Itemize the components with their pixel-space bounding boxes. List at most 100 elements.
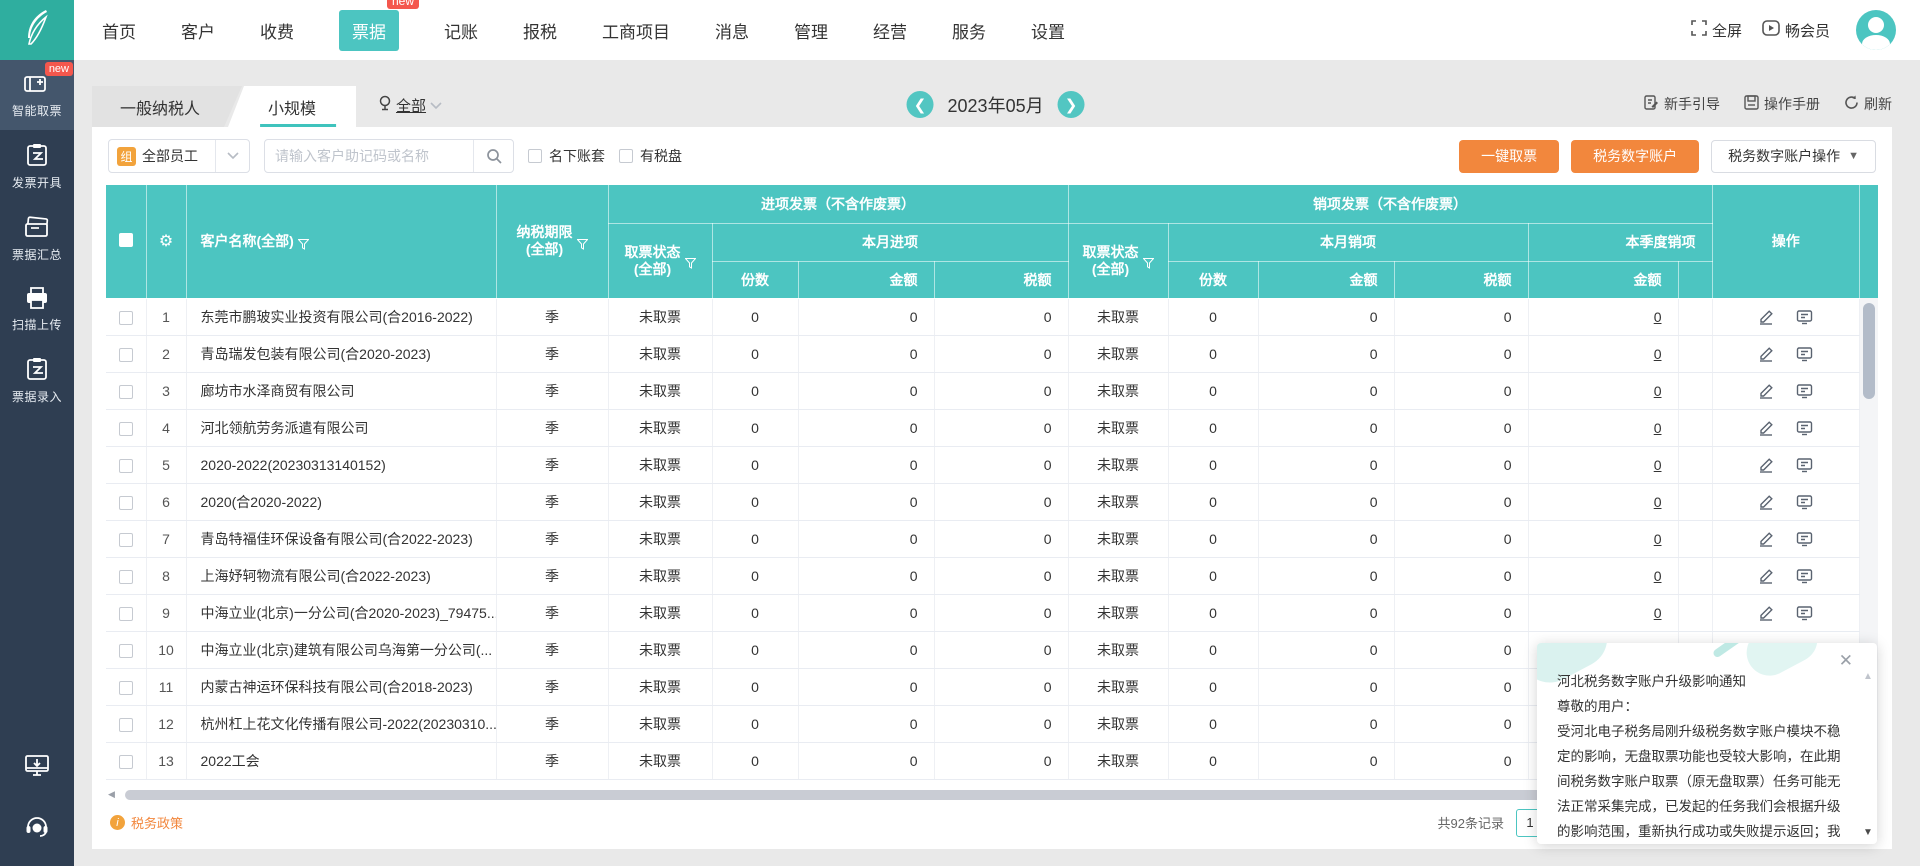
tab-general-taxpayer[interactable]: 一般纳税人 — [92, 86, 242, 127]
filter-funnel-icon[interactable] — [297, 238, 309, 250]
quarter-amount-link[interactable]: 0 — [1653, 419, 1662, 436]
select-all-checkbox[interactable] — [118, 232, 133, 247]
scroll-down-icon[interactable]: ▼ — [1863, 827, 1873, 838]
invoice-view-icon[interactable] — [1796, 420, 1813, 436]
row-checkbox[interactable] — [118, 421, 133, 436]
client-download-icon[interactable] — [24, 754, 50, 783]
quarter-amount-link[interactable]: 0 — [1653, 567, 1662, 584]
checkbox-has-tax-disk[interactable]: 有税盘 — [619, 146, 682, 166]
row-checkbox[interactable] — [118, 569, 133, 584]
edit-icon[interactable] — [1758, 420, 1774, 436]
tax-digital-account-button[interactable]: 税务数字账户 — [1571, 139, 1700, 173]
edit-icon[interactable] — [1758, 383, 1774, 399]
quarter-amount-link[interactable]: 0 — [1653, 382, 1662, 399]
member-button[interactable]: 畅会员 — [1762, 20, 1830, 41]
prev-month-button[interactable]: ❮ — [906, 91, 934, 118]
tax-digital-account-ops-button[interactable]: 税务数字账户操作 ▼ — [1711, 139, 1876, 173]
customer-name[interactable]: 青岛特福佳环保设备有限公司(合2022-2023) — [186, 520, 497, 558]
column-settings-gear-icon[interactable]: ⚙ — [158, 233, 174, 251]
tab-small-scale[interactable]: 小规模 — [228, 86, 356, 127]
customer-name[interactable]: 河北领航劳务派遣有限公司 — [186, 409, 497, 447]
search-input[interactable] — [265, 148, 473, 164]
row-checkbox[interactable] — [118, 384, 133, 399]
invoice-view-icon[interactable] — [1796, 309, 1813, 325]
row-checkbox[interactable] — [118, 754, 133, 769]
nav-item-business-projects[interactable]: 工商项目 — [602, 22, 670, 42]
invoice-view-icon[interactable] — [1796, 346, 1813, 362]
quarter-amount-link[interactable]: 0 — [1653, 308, 1662, 325]
nav-item-settings[interactable]: 设置 — [1031, 22, 1065, 42]
customer-name[interactable]: 中海立业(北京)一分公司(合2020-2023)_79475... — [186, 594, 497, 632]
employee-select[interactable]: 组 全部员工 — [108, 139, 250, 173]
customer-name[interactable]: 2020-2022(20230313140152) — [186, 446, 497, 484]
customer-name[interactable]: 2020(合2020-2022) — [186, 483, 497, 521]
customer-name[interactable]: 青岛瑞发包装有限公司(合2020-2023) — [186, 335, 497, 373]
app-logo[interactable] — [0, 0, 74, 60]
nav-item-management[interactable]: 管理 — [794, 22, 828, 42]
close-icon[interactable]: ✕ — [1838, 651, 1853, 670]
customer-name[interactable]: 东莞市鹏玻实业投资有限公司(合2016-2022) — [186, 298, 497, 336]
edit-icon[interactable] — [1758, 309, 1774, 325]
nav-item-home[interactable]: 首页 — [102, 22, 136, 42]
manual-link[interactable]: 操作手册 — [1744, 94, 1820, 114]
customer-name[interactable]: 中海立业(北京)建筑有限公司乌海第一分公司(... — [186, 631, 497, 669]
vertical-scroll-thumb[interactable] — [1863, 303, 1875, 399]
row-checkbox[interactable] — [118, 606, 133, 621]
scroll-left-arrow-icon[interactable]: ◀ — [108, 789, 115, 799]
invoice-view-icon[interactable] — [1796, 383, 1813, 399]
sidebar-item-invoice-issue[interactable]: 发票开具 — [0, 130, 74, 202]
customer-name[interactable]: 廊坊市水泽商贸有限公司 — [186, 372, 497, 410]
nav-item-tax-filing[interactable]: 报税 — [523, 22, 557, 42]
nav-item-operations[interactable]: 经营 — [873, 22, 907, 42]
filter-funnel-icon[interactable] — [684, 258, 696, 269]
one-click-pick-button[interactable]: 一键取票 — [1459, 139, 1560, 173]
tax-policy-link[interactable]: i 税务政策 — [110, 813, 183, 832]
customer-name[interactable]: 杭州杠上花文化传播有限公司-2022(20230310... — [186, 705, 497, 743]
nav-item-billing[interactable]: 收费 — [260, 22, 294, 42]
fullscreen-button[interactable]: 全屏 — [1691, 20, 1742, 41]
edit-icon[interactable] — [1758, 457, 1774, 473]
horizontal-scroll-thumb[interactable] — [124, 789, 1687, 800]
quarter-amount-link[interactable]: 0 — [1653, 345, 1662, 362]
user-avatar[interactable] — [1856, 10, 1896, 50]
refresh-link[interactable]: 刷新 — [1844, 94, 1892, 114]
customer-name[interactable]: 上海妤轲物流有限公司(合2022-2023) — [186, 557, 497, 595]
row-checkbox[interactable] — [118, 310, 133, 325]
edit-icon[interactable] — [1758, 568, 1774, 584]
invoice-view-icon[interactable] — [1796, 531, 1813, 547]
sidebar-item-smart-pick[interactable]: new 智能取票 — [0, 60, 74, 130]
nav-item-bookkeeping[interactable]: 记账 — [444, 22, 478, 42]
invoice-view-icon[interactable] — [1796, 494, 1813, 510]
quarter-amount-link[interactable]: 0 — [1653, 530, 1662, 547]
scope-dropdown[interactable]: 全部 — [378, 95, 442, 116]
nav-item-invoices[interactable]: new 票据 — [339, 0, 419, 51]
row-checkbox[interactable] — [118, 532, 133, 547]
row-checkbox[interactable] — [118, 458, 133, 473]
support-headset-icon[interactable] — [24, 813, 50, 844]
invoice-view-icon[interactable] — [1796, 457, 1813, 473]
edit-icon[interactable] — [1758, 605, 1774, 621]
customer-name[interactable]: 内蒙古神运环保科技有限公司(合2018-2023) — [186, 668, 497, 706]
quarter-amount-link[interactable]: 0 — [1653, 604, 1662, 621]
edit-icon[interactable] — [1758, 346, 1774, 362]
row-checkbox[interactable] — [118, 347, 133, 362]
sidebar-item-invoice-entry[interactable]: 票据录入 — [0, 344, 74, 416]
quarter-amount-link[interactable]: 0 — [1653, 493, 1662, 510]
beginner-guide-link[interactable]: 新手引导 — [1644, 94, 1720, 114]
sidebar-item-scan-upload[interactable]: 扫描上传 — [0, 274, 74, 344]
row-checkbox[interactable] — [118, 495, 133, 510]
filter-funnel-icon[interactable] — [1142, 258, 1154, 269]
row-checkbox[interactable] — [118, 643, 133, 658]
nav-item-messages[interactable]: 消息 — [715, 22, 749, 42]
row-checkbox[interactable] — [118, 680, 133, 695]
quarter-amount-link[interactable]: 0 — [1653, 456, 1662, 473]
customer-name[interactable]: 2022工会 — [186, 742, 497, 780]
invoice-view-icon[interactable] — [1796, 568, 1813, 584]
nav-item-services[interactable]: 服务 — [952, 22, 986, 42]
invoice-view-icon[interactable] — [1796, 605, 1813, 621]
row-checkbox[interactable] — [118, 717, 133, 732]
next-month-button[interactable]: ❯ — [1057, 91, 1085, 118]
checkbox-own-accounts[interactable]: 名下账套 — [528, 146, 605, 166]
nav-item-customers[interactable]: 客户 — [181, 22, 215, 42]
edit-icon[interactable] — [1758, 531, 1774, 547]
